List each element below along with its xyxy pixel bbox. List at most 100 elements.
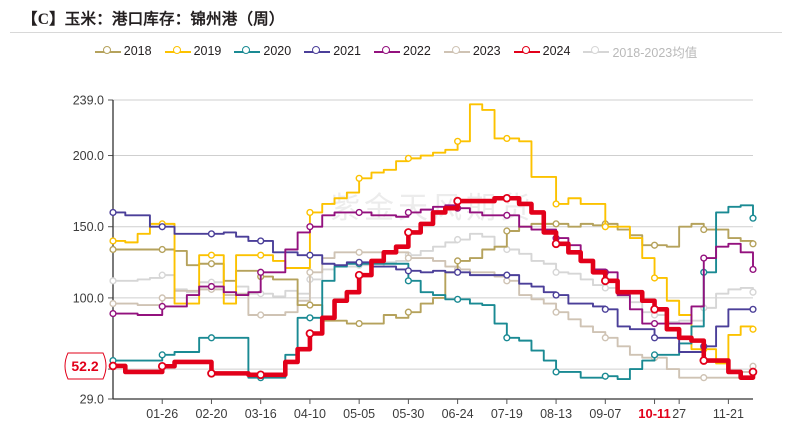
- data-point: [650, 241, 659, 249]
- data-point: [207, 282, 216, 291]
- legend-item-2018[interactable]: 2018: [94, 44, 152, 58]
- data-point: [355, 248, 363, 256]
- callout-bubble: [64, 352, 107, 380]
- series-2023: [109, 248, 757, 382]
- data-point: [601, 223, 609, 231]
- legend-item-2024[interactable]: 2024: [513, 44, 571, 58]
- series-line: [112, 211, 754, 353]
- legend-marker-icon: [583, 45, 610, 57]
- legend-label: 2024: [542, 44, 571, 58]
- x-axis-label: 10-11: [638, 406, 671, 421]
- data-point: [749, 325, 757, 333]
- legend-marker-icon: [94, 45, 121, 57]
- data-point: [404, 308, 412, 316]
- data-point: [601, 305, 609, 313]
- legend-item-2021[interactable]: 2021: [304, 44, 361, 58]
- data-point: [404, 254, 412, 262]
- data-point: [503, 271, 511, 279]
- data-point: [503, 334, 511, 342]
- data-point: [109, 237, 117, 245]
- x-axis-label: 08-13: [540, 407, 572, 421]
- legend-label: 2019: [193, 44, 222, 58]
- data-point: [306, 251, 314, 259]
- data-point: [454, 137, 462, 145]
- data-point: [551, 239, 561, 249]
- legend-marker-icon: [304, 45, 331, 57]
- data-point: [109, 300, 117, 308]
- legend-item-2018-2023均值[interactable]: 2018-2023均值: [583, 42, 697, 61]
- legend-item-2019[interactable]: 2019: [164, 44, 222, 58]
- data-point: [109, 277, 117, 285]
- data-point: [700, 225, 708, 234]
- x-axis-label: 01-26: [146, 407, 178, 421]
- data-point: [355, 208, 363, 217]
- data-point: [552, 308, 560, 316]
- data-point: [158, 245, 166, 254]
- data-point: [257, 251, 265, 259]
- legend-marker-icon: [513, 45, 540, 57]
- x-axis-label: 09-07: [589, 407, 621, 421]
- data-point: [749, 240, 757, 248]
- data-point: [700, 374, 708, 382]
- data-point: [306, 301, 314, 309]
- callout-value: 52.2: [71, 358, 98, 374]
- data-point: [503, 211, 511, 219]
- data-point: [109, 208, 117, 217]
- legend-item-2023[interactable]: 2023: [443, 44, 501, 58]
- series-2021: [109, 208, 757, 353]
- data-point: [404, 228, 413, 237]
- data-point: [257, 237, 265, 245]
- legend-item-2022[interactable]: 2022: [374, 44, 431, 58]
- data-point: [503, 227, 511, 235]
- legend-label: 2018: [123, 44, 152, 58]
- data-point: [552, 220, 560, 228]
- data-point: [108, 361, 118, 371]
- data-point: [257, 268, 265, 276]
- x-axis-label: 06-24: [442, 407, 474, 421]
- data-point: [454, 268, 462, 276]
- x-axis-label: 27: [672, 407, 686, 421]
- data-point: [157, 361, 167, 371]
- data-point: [404, 267, 412, 275]
- page-title: 【C】玉米：港口库存：锦州港（周）: [22, 11, 285, 28]
- data-point: [158, 294, 166, 302]
- data-point: [601, 284, 609, 292]
- data-point: [158, 351, 166, 359]
- data-point: [699, 356, 709, 365]
- x-axis-label: 07-19: [491, 407, 523, 421]
- data-point: [601, 334, 609, 342]
- data-point: [601, 276, 610, 286]
- data-point: [454, 295, 462, 303]
- data-point: [404, 208, 412, 217]
- series-2024: [108, 193, 758, 380]
- legend-label: 2020: [263, 44, 292, 58]
- data-point: [207, 230, 216, 238]
- data-point: [207, 334, 216, 342]
- legend-item-2020[interactable]: 2020: [234, 44, 291, 58]
- data-point: [749, 288, 757, 296]
- data-point: [650, 334, 659, 342]
- x-axis-label: 05-05: [343, 407, 375, 421]
- chart-legend: 2018 2019 2020 2021 2022 2023 2024 2018-2023均值: [0, 40, 792, 62]
- legend-label: 2018-2023均值: [612, 45, 698, 60]
- data-point: [454, 257, 462, 265]
- series-2019: [109, 103, 757, 365]
- data-point: [503, 277, 511, 285]
- x-axis-label: 02-20: [195, 407, 227, 421]
- data-point: [355, 319, 363, 328]
- data-point: [256, 370, 265, 380]
- data-point: [306, 208, 314, 217]
- data-point: [158, 302, 166, 311]
- x-axis-label: 11-21: [713, 407, 744, 421]
- title-divider: [10, 32, 782, 33]
- x-axis-label: 03-16: [245, 407, 277, 421]
- data-point: [404, 277, 412, 285]
- legend-marker-icon: [374, 45, 401, 57]
- series-2020: [109, 204, 757, 382]
- data-point: [601, 372, 609, 380]
- y-axis-label: 200.0: [73, 149, 104, 163]
- data-point: [207, 260, 216, 268]
- title-bar: 【C】玉米：港口库存：锦州港（周）: [0, 0, 792, 33]
- legend-marker-icon: [234, 45, 261, 57]
